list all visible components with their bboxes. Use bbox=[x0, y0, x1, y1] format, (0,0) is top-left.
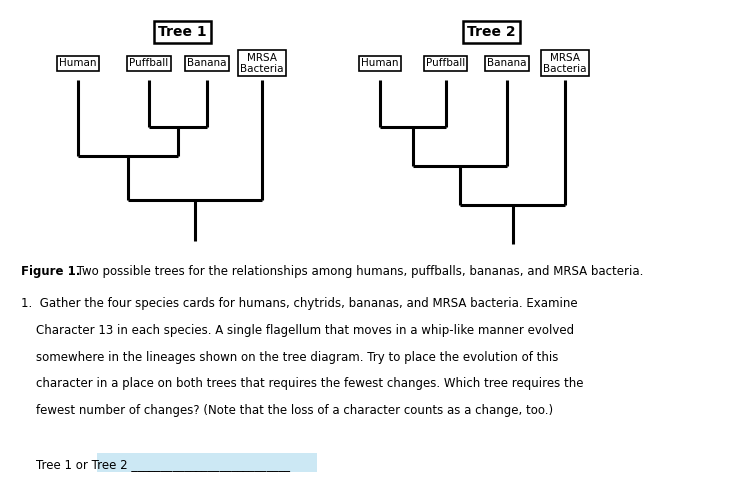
Text: Tree 2: Tree 2 bbox=[467, 25, 516, 38]
Text: Human: Human bbox=[60, 58, 97, 68]
Text: Two possible trees for the relationships among humans, puffballs, bananas, and M: Two possible trees for the relationships… bbox=[73, 265, 644, 279]
Text: 1.  Gather the four species cards for humans, chytrids, bananas, and MRSA bacter: 1. Gather the four species cards for hum… bbox=[21, 297, 577, 310]
Text: Tree 1 or Tree 2 ___________________________: Tree 1 or Tree 2 _______________________… bbox=[21, 458, 290, 471]
Text: Tree 1: Tree 1 bbox=[158, 25, 207, 38]
Text: Human: Human bbox=[361, 58, 399, 68]
Text: Banana: Banana bbox=[486, 58, 527, 68]
Text: Banana: Banana bbox=[187, 58, 227, 68]
Text: MRSA
Bacteria: MRSA Bacteria bbox=[543, 53, 586, 74]
Text: Figure 1.: Figure 1. bbox=[21, 265, 80, 279]
Text: MRSA
Bacteria: MRSA Bacteria bbox=[241, 53, 284, 74]
Text: Puffball: Puffball bbox=[130, 58, 168, 68]
Text: character in a place on both trees that requires the fewest changes. Which tree : character in a place on both trees that … bbox=[21, 377, 583, 391]
Text: somewhere in the lineages shown on the tree diagram. Try to place the evolution : somewhere in the lineages shown on the t… bbox=[21, 351, 558, 364]
Text: fewest number of changes? (Note that the loss of a character counts as a change,: fewest number of changes? (Note that the… bbox=[21, 404, 553, 417]
Text: Character 13 in each species. A single flagellum that moves in a whip-like manne: Character 13 in each species. A single f… bbox=[21, 324, 574, 337]
FancyBboxPatch shape bbox=[97, 453, 317, 472]
Text: Puffball: Puffball bbox=[426, 58, 465, 68]
